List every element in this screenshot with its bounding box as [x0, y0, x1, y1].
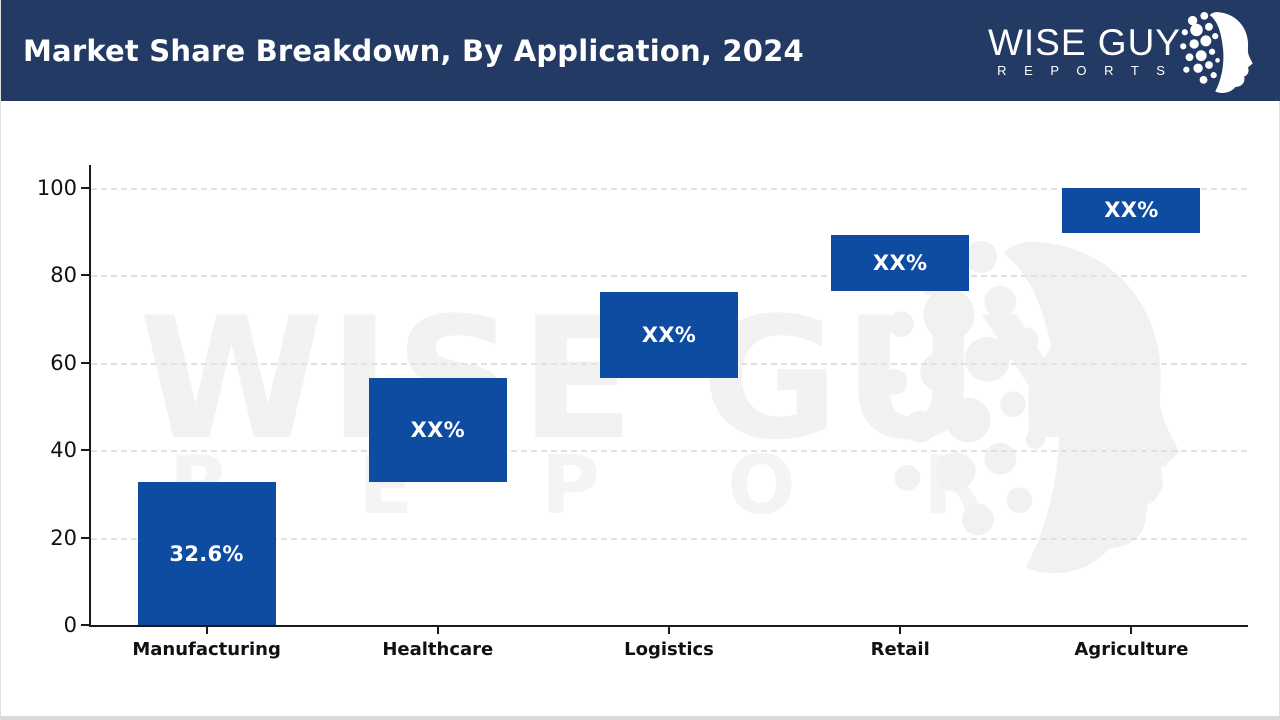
watermark: WISE GUY R E P O R T S — [1, 101, 1280, 716]
gridline-80 — [91, 275, 1247, 277]
bar-logistics: XX% — [600, 292, 738, 378]
x-tick-label-manufacturing: Manufacturing — [132, 639, 281, 660]
x-tick-mark — [1130, 627, 1133, 634]
x-tick-mark — [899, 627, 902, 634]
y-tick-label-60: 60 — [50, 350, 77, 375]
bar-value-label: 32.6% — [169, 541, 244, 566]
x-tick-mark — [205, 627, 208, 634]
bar-agriculture: XX% — [1062, 187, 1201, 233]
bottom-border — [1, 716, 1280, 720]
x-tick-mark — [668, 627, 670, 634]
x-tick-label-agriculture: Agriculture — [1074, 639, 1189, 660]
y-tick-label-0: 0 — [63, 613, 77, 637]
y-tick-label-100: 100 — [36, 175, 77, 200]
gridline-20 — [91, 537, 1247, 540]
bar-healthcare: XX% — [368, 377, 507, 483]
watermark-head-icon — [881, 241, 1180, 574]
bar-manufacturing: 32.6% — [137, 482, 276, 625]
y-tick-mark — [81, 274, 89, 276]
y-tick-label-80: 80 — [50, 263, 77, 287]
logo-wordmark: WISE GUY — [987, 21, 1181, 63]
wiseguy-logo: WISE GUY R E P O R T S — [988, 7, 1255, 95]
bar-value-label: XX% — [1104, 198, 1159, 223]
bar-value-label: XX% — [873, 251, 928, 276]
x-tick-label-retail: Retail — [870, 639, 930, 660]
x-tick-label-healthcare: Healthcare — [382, 639, 494, 660]
y-tick-mark — [81, 361, 89, 364]
x-axis-line — [89, 625, 1248, 627]
logo-subtitle: R E P O R T S — [997, 62, 1172, 78]
chart-title: Market Share Breakdown, By Application, … — [23, 33, 804, 68]
bar-retail: XX% — [831, 235, 970, 292]
y-tick-label-20: 20 — [50, 525, 77, 550]
x-tick-mark — [436, 627, 439, 634]
bar-value-label: XX% — [641, 322, 697, 347]
y-tick-label-40: 40 — [50, 438, 77, 462]
gridline-40 — [91, 450, 1247, 452]
y-tick-mark — [81, 186, 89, 189]
header-bar: Market Share Breakdown, By Application, … — [1, 0, 1280, 101]
y-tick-mark — [81, 449, 89, 451]
y-tick-mark — [81, 624, 89, 626]
y-tick-mark — [81, 536, 89, 539]
gridline-100 — [91, 187, 1247, 190]
bar-value-label: XX% — [410, 418, 465, 443]
logo-head-icon — [1180, 11, 1253, 93]
y-axis-line — [89, 165, 91, 627]
x-tick-label-logistics: Logistics — [624, 639, 714, 660]
plot-area: WISE GUY R E P O R T S 0 20 40 60 80 100 — [1, 101, 1280, 716]
